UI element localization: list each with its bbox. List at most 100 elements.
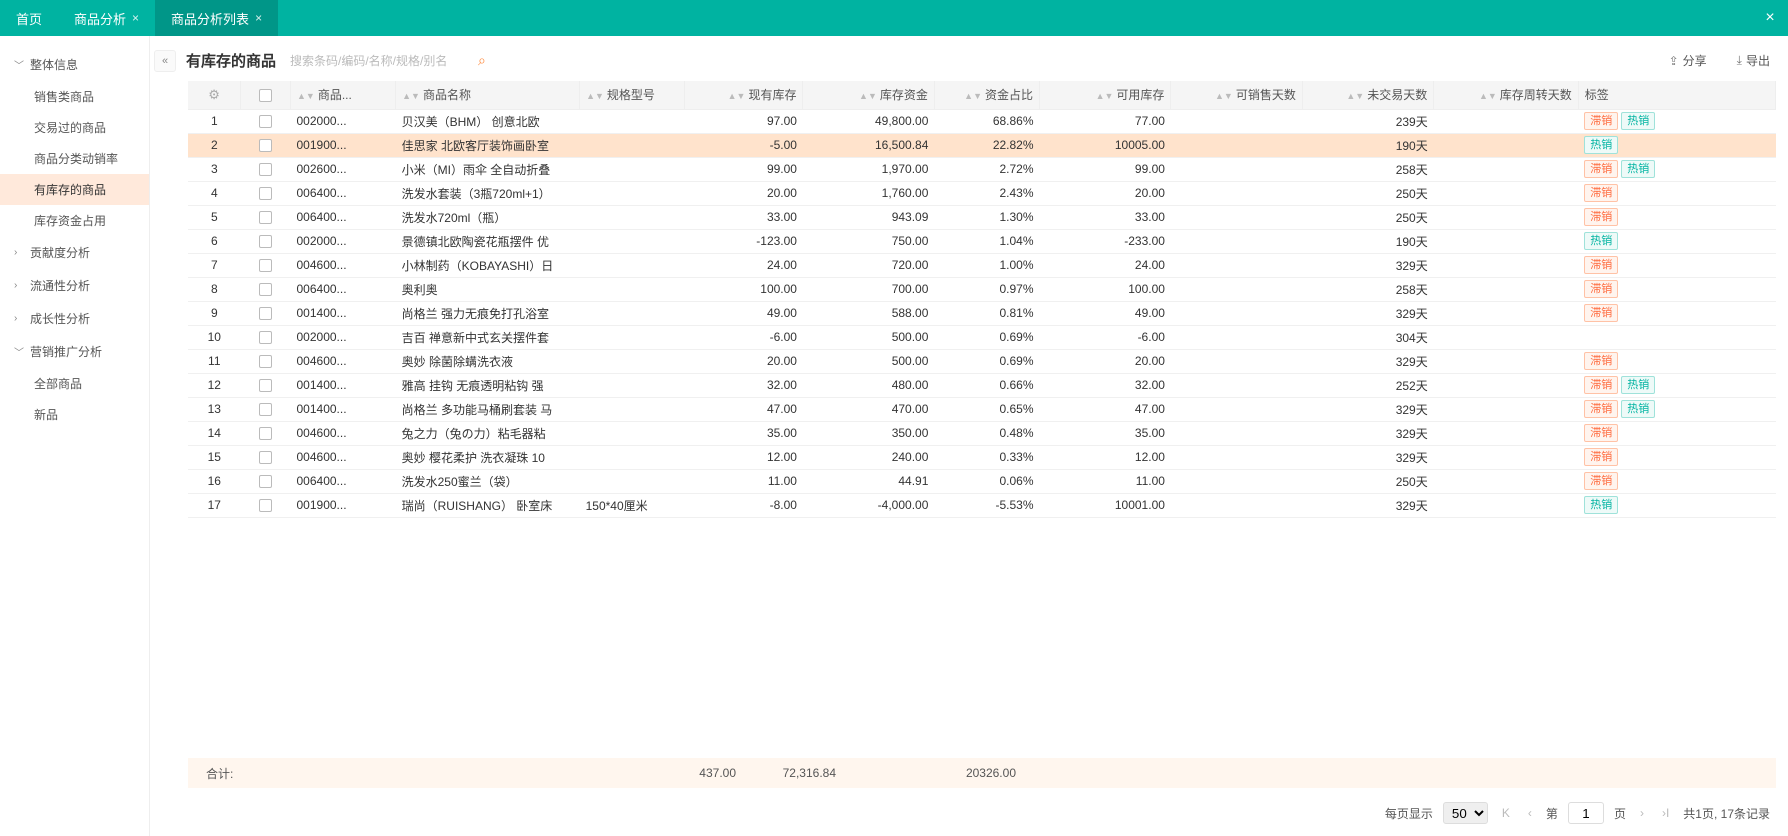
row-checkbox[interactable] — [259, 451, 272, 464]
tab-商品分析列表[interactable]: 商品分析列表× — [155, 0, 278, 36]
sidebar-item[interactable]: 销售类商品 — [0, 81, 149, 112]
row-checkbox[interactable] — [259, 211, 272, 224]
sidebar-item[interactable]: 商品分类动销率 — [0, 143, 149, 174]
pager-last-button[interactable]: ›I — [1658, 806, 1673, 820]
cell-notrx: 258天 — [1302, 277, 1433, 301]
table-row[interactable]: 15004600...奥妙 樱花柔护 洗衣凝珠 1012.00240.000.3… — [188, 445, 1776, 469]
row-checkbox[interactable] — [259, 427, 272, 440]
cell-saledays — [1171, 469, 1302, 493]
tab-close-icon[interactable]: × — [255, 11, 262, 25]
sidebar-group[interactable]: ›贡献度分析 — [0, 236, 149, 269]
cell-avail: 12.00 — [1040, 445, 1171, 469]
table-row[interactable]: 10002000...吉百 禅意新中式玄关摆件套-6.00500.000.69%… — [188, 325, 1776, 349]
table-row[interactable]: 14004600...兔之力（兔の力）粘毛器粘35.00350.000.48%3… — [188, 421, 1776, 445]
sidebar-group[interactable]: ﹀整体信息 — [0, 48, 149, 81]
sidebar-item[interactable]: 新品 — [0, 399, 149, 430]
cell-spec — [580, 133, 685, 157]
cell-avail: 11.00 — [1040, 469, 1171, 493]
row-checkbox[interactable] — [259, 115, 272, 128]
pager-first-button[interactable]: K — [1498, 806, 1514, 820]
checkbox-all[interactable] — [259, 89, 272, 102]
col-notrx[interactable]: ▲▼未交易天数 — [1302, 81, 1433, 109]
search-icon[interactable]: ⌕ — [478, 52, 486, 69]
row-checkbox[interactable] — [259, 499, 272, 512]
export-button[interactable]: ⤓导出 — [1737, 52, 1770, 69]
sidebar-item[interactable]: 库存资金占用 — [0, 205, 149, 236]
pager-prev-button[interactable]: ‹ — [1524, 806, 1536, 820]
row-checkbox[interactable] — [259, 331, 272, 344]
cell-amount: 700.00 — [803, 277, 934, 301]
search-input[interactable] — [290, 54, 470, 68]
table-row[interactable]: 4006400...洗发水套装（3瓶720ml+1）20.001,760.002… — [188, 181, 1776, 205]
col-saledays[interactable]: ▲▼可销售天数 — [1171, 81, 1302, 109]
row-checkbox[interactable] — [259, 283, 272, 296]
cell-spec — [580, 157, 685, 181]
col-stock[interactable]: ▲▼现有库存 — [685, 81, 803, 109]
table-row[interactable]: 16006400...洗发水250蜜兰（袋）11.0044.910.06%11.… — [188, 469, 1776, 493]
table-row[interactable]: 6002000...景德镇北欧陶瓷花瓶摆件 优-123.00750.001.04… — [188, 229, 1776, 253]
cell-pct: 2.43% — [934, 181, 1039, 205]
sidebar-group[interactable]: ﹀营销推广分析 — [0, 335, 149, 368]
per-page-select[interactable]: 50 — [1443, 802, 1488, 824]
cell-saledays — [1171, 109, 1302, 133]
table-row[interactable]: 7004600...小林制药（KOBAYASHI）日24.00720.001.0… — [188, 253, 1776, 277]
table-row[interactable]: 11004600...奥妙 除菌除螨洗衣液20.00500.000.69%20.… — [188, 349, 1776, 373]
sidebar-group[interactable]: ›成长性分析 — [0, 302, 149, 335]
table-row[interactable]: 12001400...雅高 挂钩 无痕透明粘钩 强32.00480.000.66… — [188, 373, 1776, 397]
col-checkbox[interactable] — [241, 81, 291, 109]
col-spec[interactable]: ▲▼规格型号 — [580, 81, 685, 109]
sidebar-item[interactable]: 有库存的商品 — [0, 174, 149, 205]
pager-page-input[interactable] — [1568, 802, 1604, 824]
table-row[interactable]: 9001400...尚格兰 强力无痕免打孔浴室49.00588.000.81%4… — [188, 301, 1776, 325]
col-name[interactable]: ▲▼商品名称 — [396, 81, 580, 109]
row-checkbox[interactable] — [259, 259, 272, 272]
row-checkbox[interactable] — [259, 235, 272, 248]
col-turn[interactable]: ▲▼库存周转天数 — [1434, 81, 1579, 109]
table-row[interactable]: 1002000...贝汉美（BHM） 创意北欧97.0049,800.0068.… — [188, 109, 1776, 133]
tag-stale: 滞销 — [1584, 184, 1618, 202]
cell-turn — [1434, 301, 1579, 325]
row-checkbox[interactable] — [259, 355, 272, 368]
sidebar-group[interactable]: ›流通性分析 — [0, 269, 149, 302]
table-row[interactable]: 13001400...尚格兰 多功能马桶刷套装 马47.00470.000.65… — [188, 397, 1776, 421]
cell-saledays — [1171, 493, 1302, 517]
cell-turn — [1434, 445, 1579, 469]
row-checkbox[interactable] — [259, 379, 272, 392]
cell-avail: 10005.00 — [1040, 133, 1171, 157]
cell-code: 006400... — [291, 205, 396, 229]
table-row[interactable]: 17001900...瑞尚（RUISHANG） 卧室床150*40厘米-8.00… — [188, 493, 1776, 517]
close-all-button[interactable]: × — [1752, 0, 1788, 36]
sidebar-item[interactable]: 全部商品 — [0, 368, 149, 399]
cell-index: 6 — [188, 229, 241, 253]
tab-close-icon[interactable]: × — [132, 11, 139, 25]
row-checkbox[interactable] — [259, 187, 272, 200]
tab-首页[interactable]: 首页 — [0, 0, 58, 36]
cell-amount: 500.00 — [803, 349, 934, 373]
row-checkbox[interactable] — [259, 403, 272, 416]
cell-name: 雅高 挂钩 无痕透明粘钩 强 — [396, 373, 580, 397]
cell-index: 7 — [188, 253, 241, 277]
cell-turn — [1434, 229, 1579, 253]
pager-next-button[interactable]: › — [1636, 806, 1648, 820]
col-code[interactable]: ▲▼商品... — [291, 81, 396, 109]
table-row[interactable]: 8006400...奥利奥100.00700.000.97%100.00258天… — [188, 277, 1776, 301]
col-pct[interactable]: ▲▼资金占比 — [934, 81, 1039, 109]
sidebar-item[interactable]: 交易过的商品 — [0, 112, 149, 143]
row-checkbox[interactable] — [259, 163, 272, 176]
col-amount[interactable]: ▲▼库存资金 — [803, 81, 934, 109]
collapse-sidebar-button[interactable]: « — [154, 50, 176, 72]
tag-stale: 滞销 — [1584, 352, 1618, 370]
table-row[interactable]: 2001900...佳思家 北欧客厅装饰画卧室-5.0016,500.8422.… — [188, 133, 1776, 157]
row-checkbox[interactable] — [259, 307, 272, 320]
col-tags[interactable]: 标签 — [1578, 81, 1775, 109]
row-checkbox[interactable] — [259, 475, 272, 488]
cell-turn — [1434, 157, 1579, 181]
col-avail[interactable]: ▲▼可用库存 — [1040, 81, 1171, 109]
row-checkbox[interactable] — [259, 139, 272, 152]
cell-checkbox — [241, 229, 291, 253]
share-button[interactable]: ⇪分享 — [1669, 52, 1707, 69]
tab-商品分析[interactable]: 商品分析× — [58, 0, 155, 36]
col-gear[interactable]: ⚙ — [188, 81, 241, 109]
table-row[interactable]: 5006400...洗发水720ml（瓶）33.00943.091.30%33.… — [188, 205, 1776, 229]
table-row[interactable]: 3002600...小米（MI）雨伞 全自动折叠99.001,970.002.7… — [188, 157, 1776, 181]
